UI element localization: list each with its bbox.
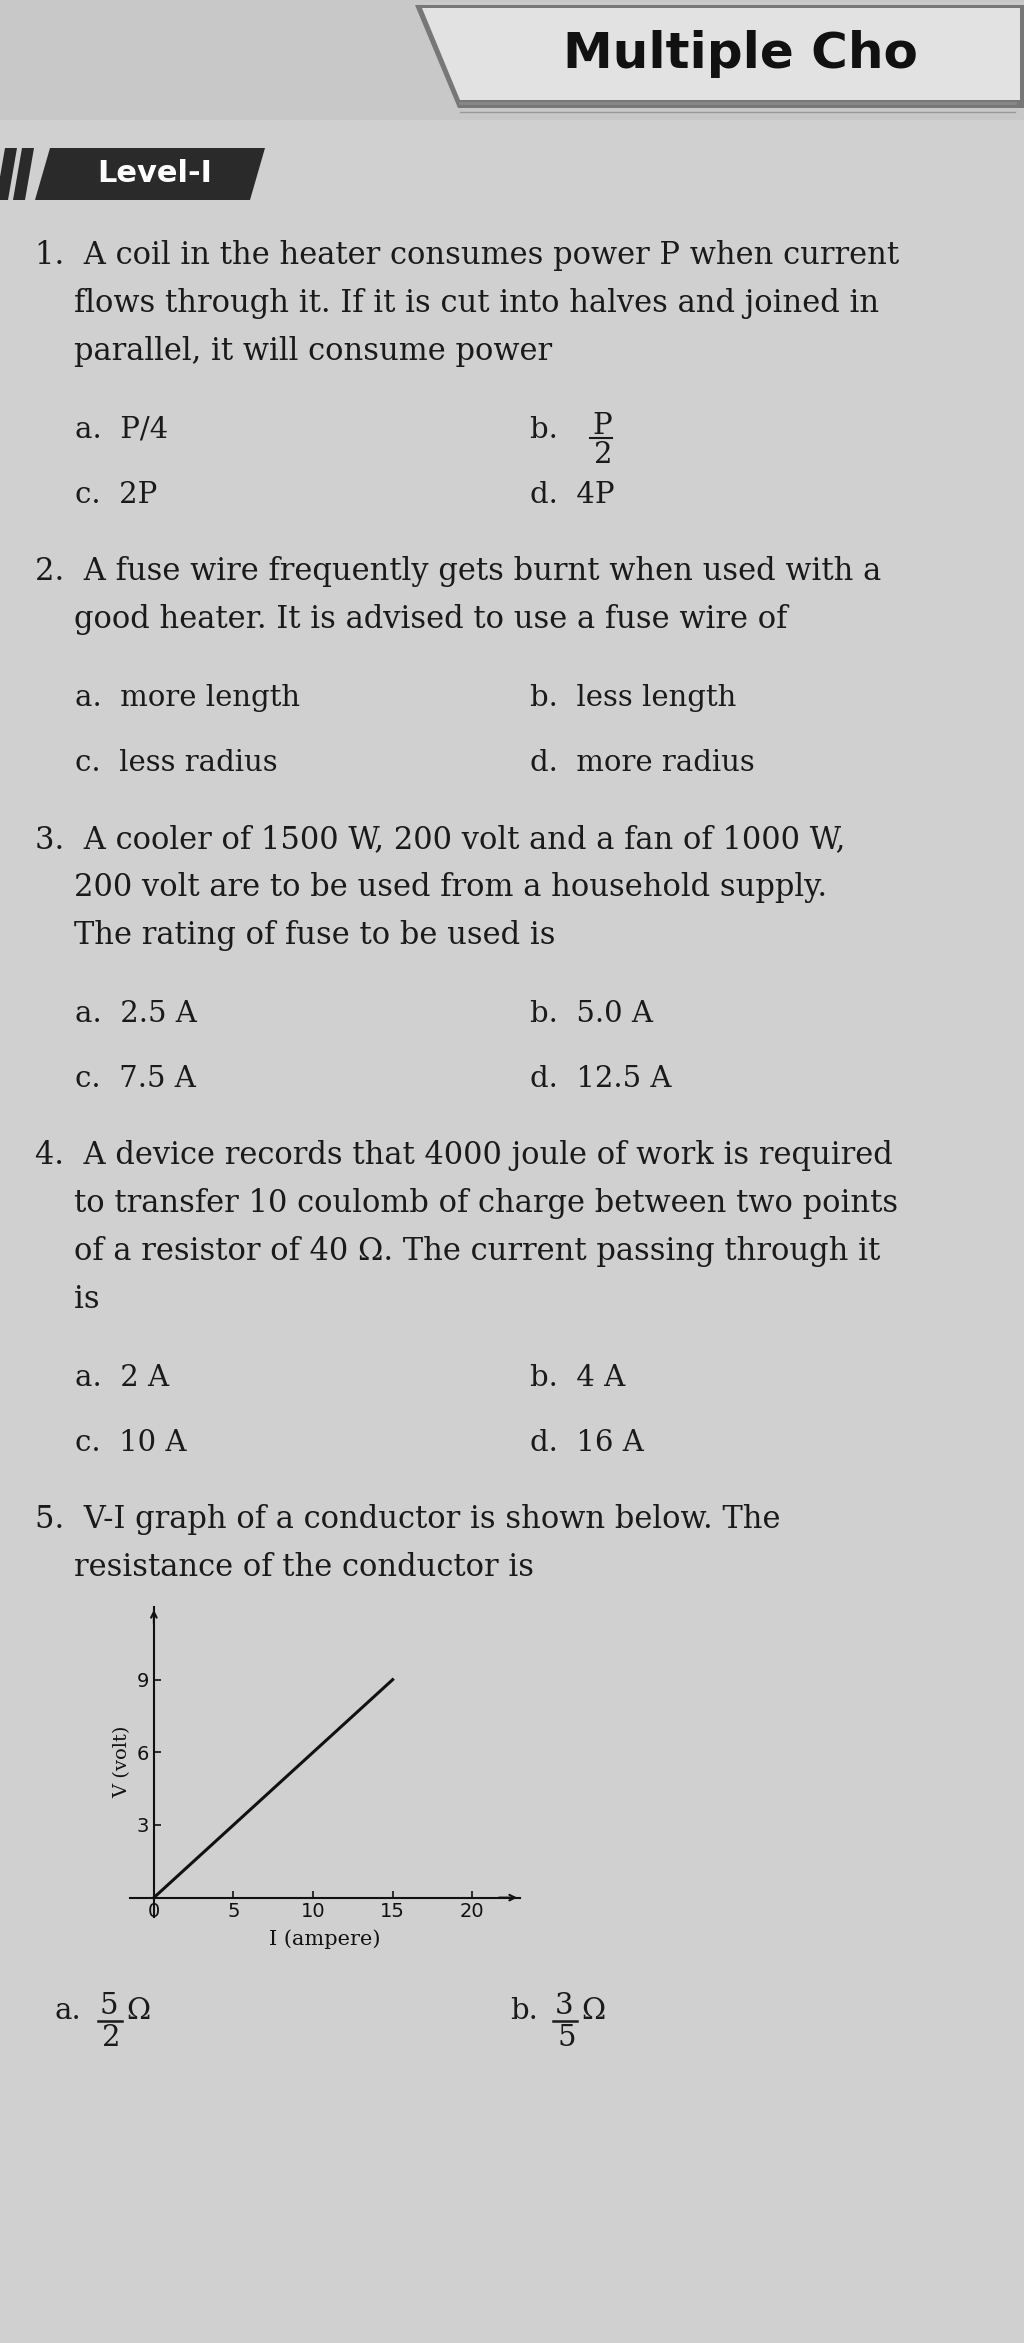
Text: Multiple Cho: Multiple Cho — [562, 30, 918, 77]
Text: is: is — [35, 1284, 99, 1314]
Text: Ω: Ω — [126, 1996, 151, 2024]
Text: 5.  V-I graph of a conductor is shown below. The: 5. V-I graph of a conductor is shown bel… — [35, 1504, 780, 1535]
Text: 3.  A cooler of 1500 W, 200 volt and a fan of 1000 W,: 3. A cooler of 1500 W, 200 volt and a fa… — [35, 825, 846, 855]
Text: 5: 5 — [557, 2024, 575, 2052]
Text: a.  2.5 A: a. 2.5 A — [75, 1000, 197, 1029]
Text: Ω: Ω — [581, 1996, 605, 2024]
Y-axis label: V (volt): V (volt) — [113, 1727, 131, 1797]
Polygon shape — [13, 148, 34, 199]
X-axis label: I (ampere): I (ampere) — [269, 1931, 381, 1949]
Text: d.  4P: d. 4P — [530, 480, 614, 508]
Text: b.: b. — [530, 417, 577, 445]
Polygon shape — [422, 7, 1020, 101]
Text: a.  P/4: a. P/4 — [75, 417, 168, 445]
Text: Level-I: Level-I — [97, 159, 213, 187]
Text: 2: 2 — [102, 2024, 121, 2052]
Text: good heater. It is advised to use a fuse wire of: good heater. It is advised to use a fuse… — [35, 604, 787, 635]
Text: 200 volt are to be used from a household supply.: 200 volt are to be used from a household… — [35, 872, 827, 902]
Text: 5: 5 — [100, 1992, 119, 2020]
Text: 2.  A fuse wire frequently gets burnt when used with a: 2. A fuse wire frequently gets burnt whe… — [35, 555, 882, 588]
Text: c.  2P: c. 2P — [75, 480, 158, 508]
Text: parallel, it will consume power: parallel, it will consume power — [35, 335, 552, 368]
Polygon shape — [415, 5, 1024, 108]
Text: The rating of fuse to be used is: The rating of fuse to be used is — [35, 921, 555, 951]
Polygon shape — [35, 148, 265, 199]
Text: 4.  A device records that 4000 joule of work is required: 4. A device records that 4000 joule of w… — [35, 1141, 893, 1172]
Text: a.: a. — [55, 1996, 82, 2024]
Polygon shape — [0, 0, 1024, 119]
Text: d.  more radius: d. more radius — [530, 750, 755, 778]
Text: b.  less length: b. less length — [530, 684, 736, 712]
Text: c.  7.5 A: c. 7.5 A — [75, 1066, 196, 1092]
Text: a.  2 A: a. 2 A — [75, 1364, 169, 1392]
Text: of a resistor of 40 Ω. The current passing through it: of a resistor of 40 Ω. The current passi… — [35, 1237, 881, 1268]
Polygon shape — [0, 148, 17, 199]
Text: b.  5.0 A: b. 5.0 A — [530, 1000, 653, 1029]
Text: c.  10 A: c. 10 A — [75, 1429, 186, 1457]
Text: flows through it. If it is cut into halves and joined in: flows through it. If it is cut into halv… — [35, 288, 880, 319]
Text: d.  16 A: d. 16 A — [530, 1429, 644, 1457]
Text: 2: 2 — [594, 440, 612, 469]
Text: resistance of the conductor is: resistance of the conductor is — [35, 1551, 534, 1584]
Text: d.  12.5 A: d. 12.5 A — [530, 1066, 672, 1092]
Text: b.  4 A: b. 4 A — [530, 1364, 626, 1392]
Text: to transfer 10 coulomb of charge between two points: to transfer 10 coulomb of charge between… — [35, 1188, 898, 1218]
Text: 1.  A coil in the heater consumes power P when current: 1. A coil in the heater consumes power P… — [35, 239, 899, 272]
Text: a.  more length: a. more length — [75, 684, 300, 712]
Text: 3: 3 — [555, 1992, 573, 2020]
Text: P: P — [592, 412, 611, 440]
Text: b.: b. — [510, 1996, 538, 2024]
Text: c.  less radius: c. less radius — [75, 750, 278, 778]
